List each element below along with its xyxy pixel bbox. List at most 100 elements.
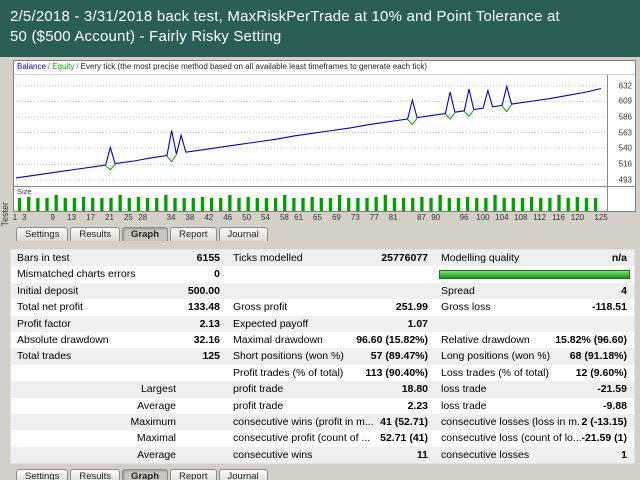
report-cell-group: Profit factor 2.13 xyxy=(11,316,227,332)
table-row: Maximal consecutive profit (count of ... 5… xyxy=(11,430,634,447)
balance-equity-chart[interactable]: Balance / Equity / Every tick (the most prec… xyxy=(13,60,636,212)
report-label: Gross profit xyxy=(233,301,288,314)
report-value xyxy=(428,283,435,299)
report-value: 11 xyxy=(416,448,428,461)
report-cell-group: Maximal drawdown 96.60 (15.82%) xyxy=(227,332,435,348)
tab-results[interactable]: Results xyxy=(70,469,121,480)
report-label: loss trade xyxy=(441,383,487,396)
report-value: 96.60 (15.82%) xyxy=(356,333,428,346)
report-value: 4 xyxy=(621,284,627,297)
report-label: Spread xyxy=(441,284,475,297)
report-label xyxy=(435,316,627,332)
report-label: Largest xyxy=(140,383,176,396)
balance-line-plot xyxy=(14,75,607,186)
report-value: 41 (52.71) xyxy=(380,415,428,428)
report-cell-group: Relative drawdown 15.82% (96.60) xyxy=(435,332,634,348)
report-value: 0 xyxy=(214,268,220,281)
table-row: Largest profit trade 18.80 loss trade -21.59 xyxy=(11,381,634,398)
report-value: 113 (90.40%) xyxy=(365,366,428,379)
x-tick-label: 54 xyxy=(261,213,270,222)
x-tick-label: 120 xyxy=(570,213,585,222)
tab-report[interactable]: Report xyxy=(170,227,217,241)
report-value: n/a xyxy=(611,252,627,264)
report-cell-group: consecutive wins (profit in m... 41 (52.7… xyxy=(227,414,435,430)
report-value xyxy=(220,414,227,430)
x-tick-label: 65 xyxy=(313,213,322,222)
table-row: Maximum consecutive wins (profit in m... 4… xyxy=(11,413,634,431)
x-tick-label: 38 xyxy=(185,213,195,222)
report-cell-group: Average xyxy=(11,447,227,463)
x-tick-label: 21 xyxy=(105,213,114,222)
report-label: Gross loss xyxy=(441,301,491,314)
report-value: -9.88 xyxy=(603,399,627,412)
report-cell-group xyxy=(227,283,435,299)
x-axis-row: 1 3 9 13 17 21 25 28 34 38 42 46 50 54 58 61 65 69 73 77 81 8… xyxy=(13,212,636,224)
tab-report[interactable]: Report xyxy=(170,469,217,480)
report-label xyxy=(227,266,428,282)
report-label: consecutive loss (count of lo... xyxy=(441,432,582,445)
y-tick-label: 586 xyxy=(618,112,632,122)
report-label: Ticks modelled xyxy=(233,252,303,264)
table-row: Profit trades (% of total) 113 (90.40%) Lo… xyxy=(11,364,634,382)
report-value: 6155 xyxy=(196,252,220,264)
report-value: 1.07 xyxy=(407,317,428,330)
x-tick-label: 112 xyxy=(533,213,547,222)
size-label: Size xyxy=(17,187,32,196)
report-cell-group: Mismatched charts errors 0 xyxy=(11,266,227,282)
x-tick-label: 104 xyxy=(495,213,509,222)
legend-separator: / xyxy=(47,62,51,71)
report-cell-group: Average xyxy=(11,398,227,414)
table-row: Profit factor 2.13 Expected payoff 1.07 xyxy=(11,315,634,332)
tab-settings[interactable]: Settings xyxy=(16,227,69,241)
report-value: 2 (-13.15) xyxy=(581,415,627,428)
report-cell-group: Initial deposit 500.00 xyxy=(11,283,227,299)
x-tick-label: 125 xyxy=(594,213,608,222)
report-cell-group: consecutive profit (count of ... 52.71 (4… xyxy=(227,430,435,446)
x-tick-label: 50 xyxy=(242,213,252,222)
x-tick-label: 13 xyxy=(67,213,77,222)
report-value: 1 xyxy=(621,448,627,461)
report-label: Maximal drawdown xyxy=(233,333,323,346)
tab-journal[interactable]: Journal xyxy=(218,469,268,480)
report-value xyxy=(428,266,435,282)
x-tick-label: 46 xyxy=(223,213,233,222)
tester-panel-tab[interactable]: Tester xyxy=(0,202,13,262)
tab-graph[interactable]: Graph xyxy=(122,227,168,241)
report-value: 500.00 xyxy=(187,284,220,297)
x-tick-label: 61 xyxy=(294,213,304,222)
report-value xyxy=(220,398,227,414)
tab-graph[interactable]: Graph xyxy=(122,469,168,480)
report-cell-group: Long positions (won %) 68 (91.18%) xyxy=(435,348,634,364)
report-label: Short positions (won %) xyxy=(233,350,344,363)
report-label: Maximum xyxy=(130,415,176,428)
report-label: consecutive profit (count of ... xyxy=(233,432,371,445)
x-tick-label: 34 xyxy=(166,213,176,222)
report-cell-group: loss trade -21.59 xyxy=(435,381,634,397)
x-tick-label: 9 xyxy=(50,213,55,222)
report-label: Long positions (won %) xyxy=(441,350,551,363)
chart-legend: Balance / Equity / Every tick (the most prec… xyxy=(14,61,635,75)
report-cell-group: Spread 4 xyxy=(435,283,634,299)
report-value xyxy=(627,316,634,332)
report-label: Loss trades (% of total) xyxy=(441,366,549,379)
tab-settings[interactable]: Settings xyxy=(16,469,69,480)
report-cell-group xyxy=(227,266,435,282)
report-cell-group: Maximal xyxy=(11,430,227,446)
x-tick-label: 58 xyxy=(279,213,289,222)
x-tick-label: 100 xyxy=(476,213,490,222)
x-axis: 1 3 9 13 17 21 25 28 34 38 42 46 50 54 58 61 65 69 73 77 81 8… xyxy=(13,212,608,224)
report-cell-group: consecutive losses (loss in m... 2 (-13.1… xyxy=(435,414,634,430)
y-tick-label: 516 xyxy=(618,159,632,169)
report-cell-group: Gross profit 251.99 xyxy=(227,299,435,315)
report-value: -21.59 (1) xyxy=(581,432,627,445)
tester-tabbar: Settings Results Graph Report Journal xyxy=(0,224,640,241)
x-tick-label: 108 xyxy=(514,213,528,222)
tab-results[interactable]: Results xyxy=(70,227,121,241)
report-value: -118.51 xyxy=(591,301,627,314)
x-tick-label: 25 xyxy=(123,213,133,222)
lot-size-bars xyxy=(17,195,598,211)
report-cell-group: Absolute drawdown 32.16 xyxy=(11,332,227,348)
chart-plot-area[interactable] xyxy=(14,75,607,186)
tab-journal[interactable]: Journal xyxy=(218,227,268,241)
y-tick-label: 563 xyxy=(618,128,632,138)
